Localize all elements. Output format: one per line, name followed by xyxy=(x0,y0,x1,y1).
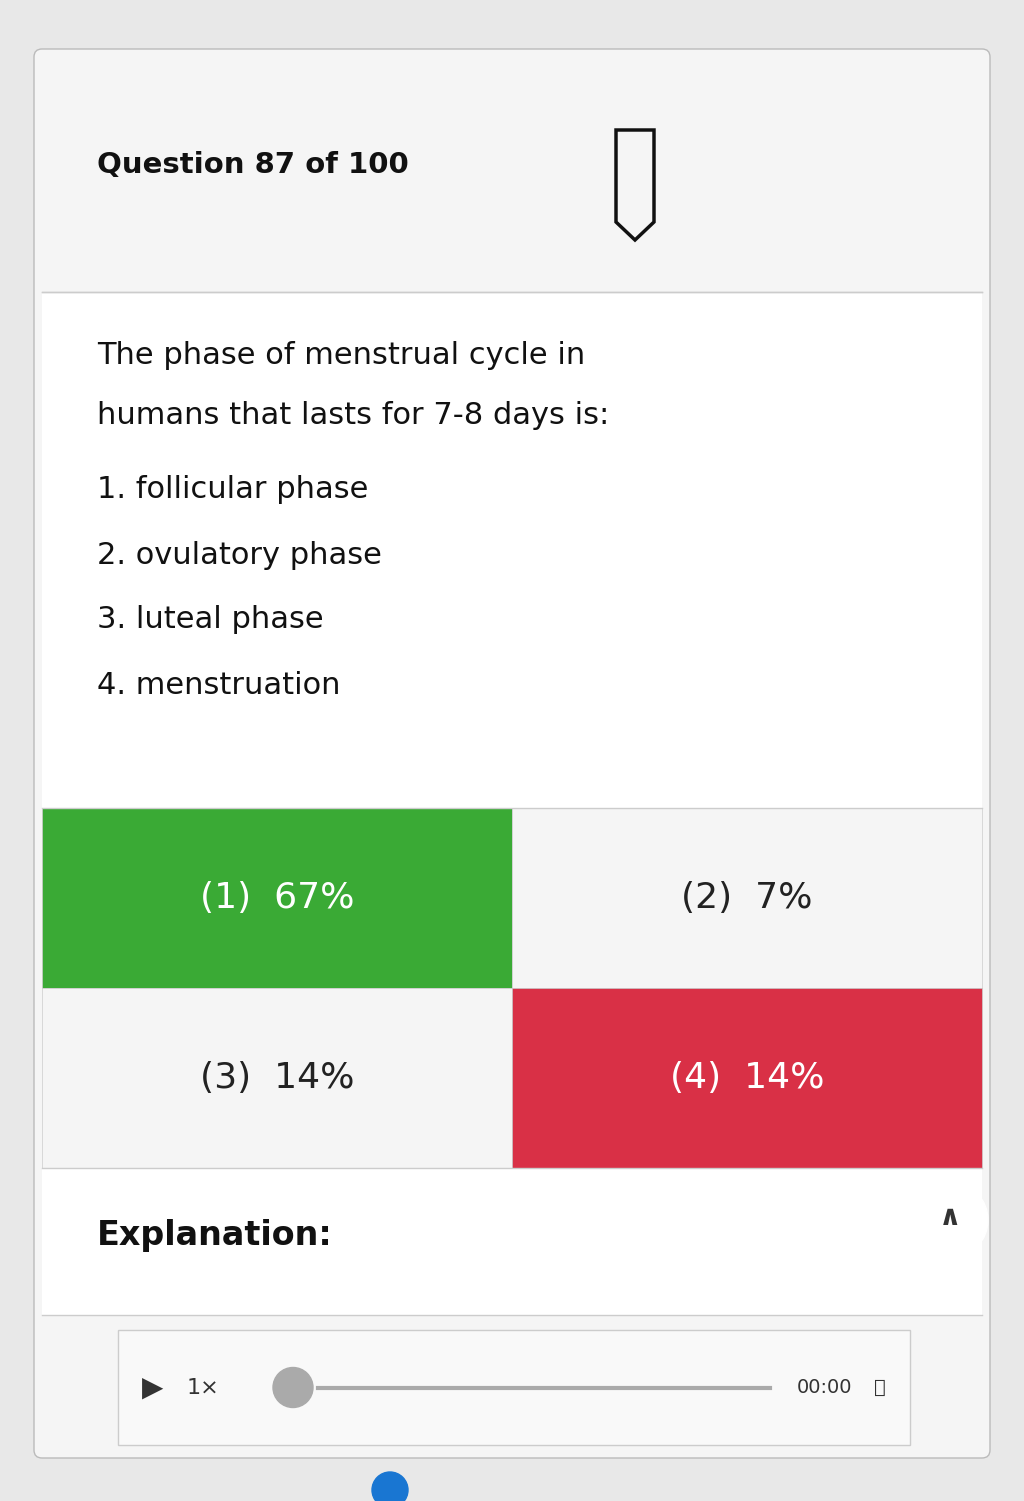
FancyBboxPatch shape xyxy=(34,50,990,1457)
Circle shape xyxy=(912,1181,988,1258)
Bar xyxy=(42,988,512,1168)
Text: The phase of menstrual cycle in: The phase of menstrual cycle in xyxy=(97,341,586,369)
Text: humans that lasts for 7-8 days is:: humans that lasts for 7-8 days is: xyxy=(97,401,609,429)
Text: ▶: ▶ xyxy=(142,1373,164,1402)
Text: Explanation:: Explanation: xyxy=(97,1219,333,1252)
Bar xyxy=(42,808,512,988)
Text: (3)  14%: (3) 14% xyxy=(200,1061,354,1096)
Bar xyxy=(118,1330,910,1445)
Bar xyxy=(42,57,982,290)
Text: 🔊: 🔊 xyxy=(874,1378,886,1397)
Bar xyxy=(512,808,982,988)
Text: 3. luteal phase: 3. luteal phase xyxy=(97,605,324,635)
Text: 2. ovulatory phase: 2. ovulatory phase xyxy=(97,540,382,569)
Text: 1. follicular phase: 1. follicular phase xyxy=(97,476,369,504)
Text: 4. menstruation: 4. menstruation xyxy=(97,671,341,699)
Text: ∧: ∧ xyxy=(939,1202,962,1231)
Circle shape xyxy=(372,1472,408,1501)
Text: 1×: 1× xyxy=(186,1378,219,1397)
Bar xyxy=(42,1168,982,1315)
Text: (4)  14%: (4) 14% xyxy=(670,1061,824,1096)
Text: 00:00: 00:00 xyxy=(798,1378,853,1397)
Circle shape xyxy=(273,1367,313,1408)
Bar xyxy=(512,988,982,1168)
Text: (1)  67%: (1) 67% xyxy=(200,881,354,916)
Bar xyxy=(42,293,982,808)
Text: (2)  7%: (2) 7% xyxy=(681,881,813,916)
Text: Question 87 of 100: Question 87 of 100 xyxy=(97,152,409,179)
